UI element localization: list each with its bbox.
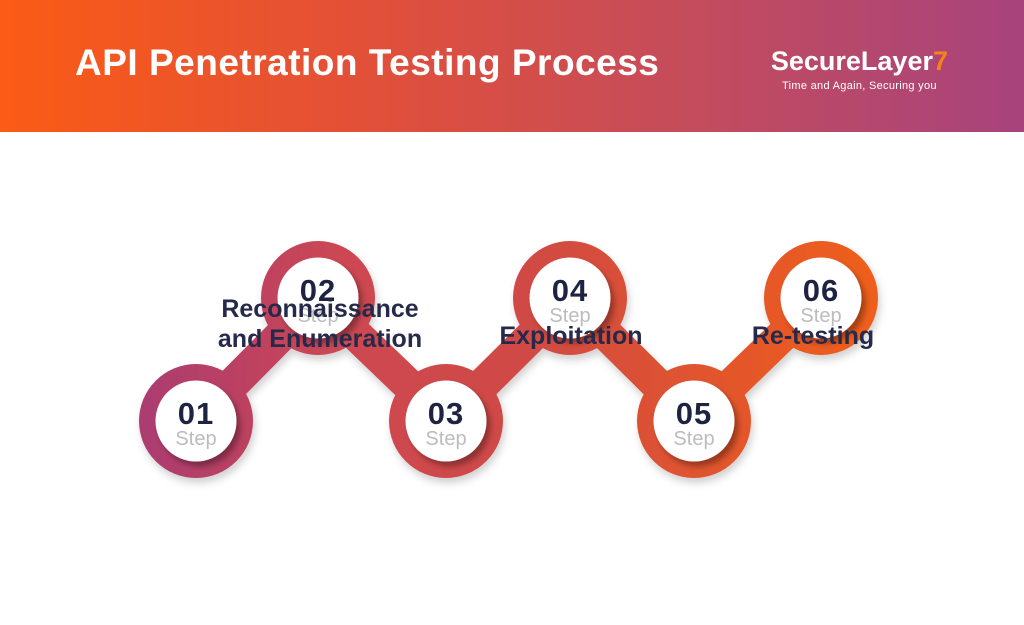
step-number-06: 06 <box>803 273 839 308</box>
step-disc-04 <box>529 257 611 339</box>
page-title: API Penetration Testing Process <box>75 42 660 83</box>
header-banner: API Penetration Testing Process SecureLa… <box>0 0 1024 132</box>
step-number-03: 03 <box>428 396 464 431</box>
securelayer7-logo: SecureLayer7 Time and Again, Securing yo… <box>771 48 948 93</box>
logo-tagline: Time and Again, Securing you <box>782 80 937 92</box>
step-disc-02 <box>277 257 359 339</box>
step-disc-03 <box>405 380 487 462</box>
step-label-line: and Enumeration <box>217 325 423 353</box>
logo-wordmark: SecureLayer7 <box>771 48 948 75</box>
step-label-06: Re-testing <box>752 321 874 351</box>
step-word-04: Step <box>549 305 590 327</box>
step-number-05: 05 <box>676 396 712 431</box>
logo-text: SecureLayer <box>770 46 933 76</box>
logo-accent-7: 7 <box>932 46 948 76</box>
step-disc-05 <box>653 380 735 462</box>
step-word-01: Step <box>175 428 216 450</box>
step-label-line: Exploitation <box>499 322 643 350</box>
step-label-line: Reconnaissance <box>221 295 419 323</box>
step-label-04: Exploitation <box>499 321 642 351</box>
step-disc-01 <box>155 380 237 462</box>
step-disc-06 <box>780 257 862 339</box>
step-label-line: Re-testing <box>751 322 875 350</box>
step-label-02: Reconnaissance and Enumeration <box>218 294 422 354</box>
step-number-01: 01 <box>178 396 214 431</box>
step-word-03: Step <box>425 428 466 450</box>
step-word-05: Step <box>673 428 714 450</box>
step-word-06: Step <box>800 305 841 327</box>
step-number-02: 02 <box>300 273 336 308</box>
step-word-02: Step <box>297 305 338 327</box>
step-number-04: 04 <box>552 273 588 308</box>
